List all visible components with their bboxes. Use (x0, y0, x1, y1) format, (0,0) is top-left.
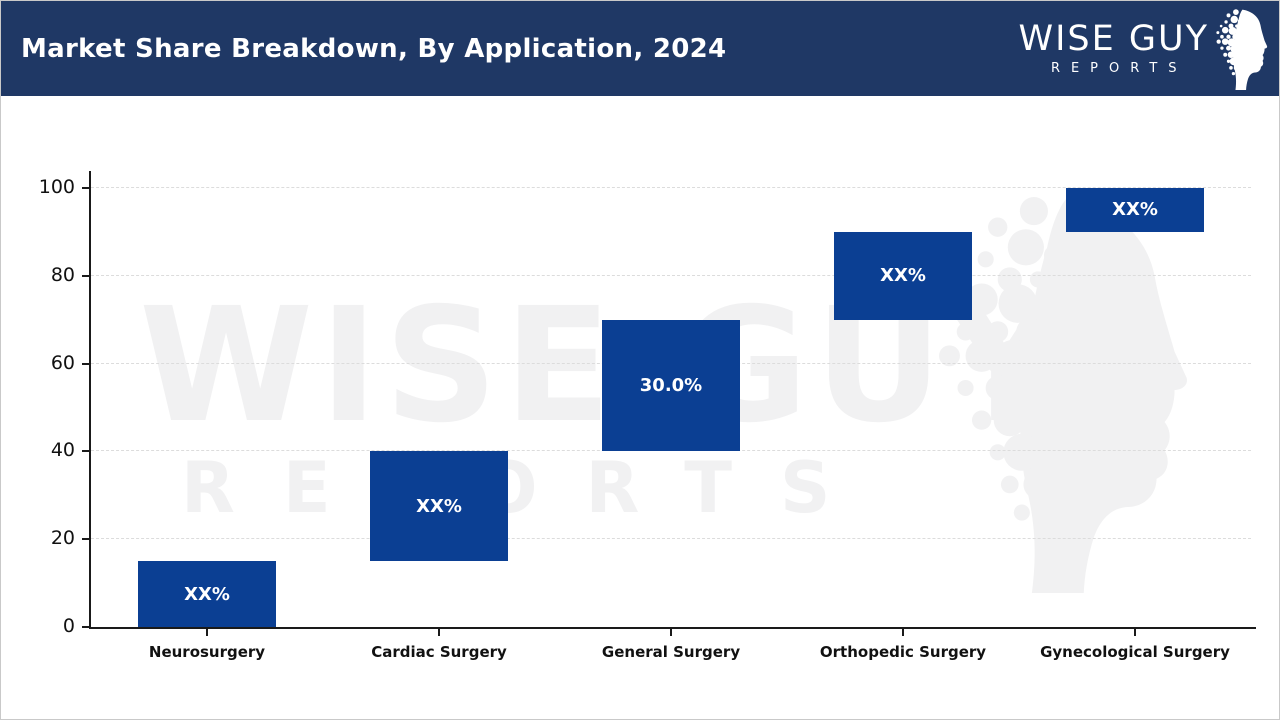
y-tick (82, 538, 91, 541)
brand-wordmark: WISE GUY (1018, 19, 1209, 59)
bar-value-label: XX% (1112, 199, 1158, 221)
y-axis-line (89, 171, 91, 629)
bar-neurosurgery: XX% (138, 561, 276, 627)
bar-cardiac-surgery: XX% (370, 451, 508, 562)
x-category-label: Gynecological Surgery (1040, 643, 1230, 661)
y-tick (82, 274, 91, 277)
y-tick (82, 450, 91, 453)
x-category-label: Orthopedic Surgery (819, 643, 987, 661)
x-category-label: General Surgery (601, 643, 741, 661)
y-tick (82, 626, 91, 628)
y-tick-label: 40 (50, 439, 75, 462)
bar-value-label: XX% (416, 495, 462, 517)
x-tick (902, 629, 904, 636)
x-tick (438, 629, 440, 636)
x-tick (670, 629, 672, 636)
y-tick-label: 100 (38, 176, 75, 198)
bar-gynecological-surgery: XX% (1066, 188, 1204, 232)
brand-subtext: REPORTS (1050, 61, 1188, 76)
y-tick-label: 80 (50, 263, 75, 286)
bar-orthopedic-surgery: XX% (834, 231, 972, 320)
x-category-label: Cardiac Surgery (371, 643, 507, 661)
y-tick (82, 187, 91, 189)
y-tick-label: 20 (50, 527, 75, 550)
brand-logo: WISE GUY REPORTS (1018, 8, 1269, 90)
brand-logo-text: WISE GUY REPORTS (1018, 19, 1209, 76)
bar-value-label: XX% (880, 265, 926, 287)
brand-face-icon (1211, 8, 1269, 90)
x-tick (1134, 629, 1136, 636)
x-category-label: Neurosurgery (148, 643, 266, 661)
y-tick-label: 0 (62, 615, 75, 637)
bar-general-surgery: 30.0% (602, 319, 740, 452)
gridline-100 (91, 187, 1251, 188)
bar-value-label: 30.0% (639, 375, 703, 397)
y-tick-label: 60 (50, 351, 75, 374)
x-axis-line (89, 627, 1256, 629)
header-bar: Market Share Breakdown, By Application, … (1, 1, 1279, 96)
x-tick (206, 629, 208, 636)
gridline-80 (91, 274, 1251, 276)
bar-value-label: XX% (184, 583, 230, 605)
gridline-20 (91, 538, 1251, 540)
y-tick (82, 362, 91, 365)
page-title: Market Share Breakdown, By Application, … (21, 33, 727, 64)
